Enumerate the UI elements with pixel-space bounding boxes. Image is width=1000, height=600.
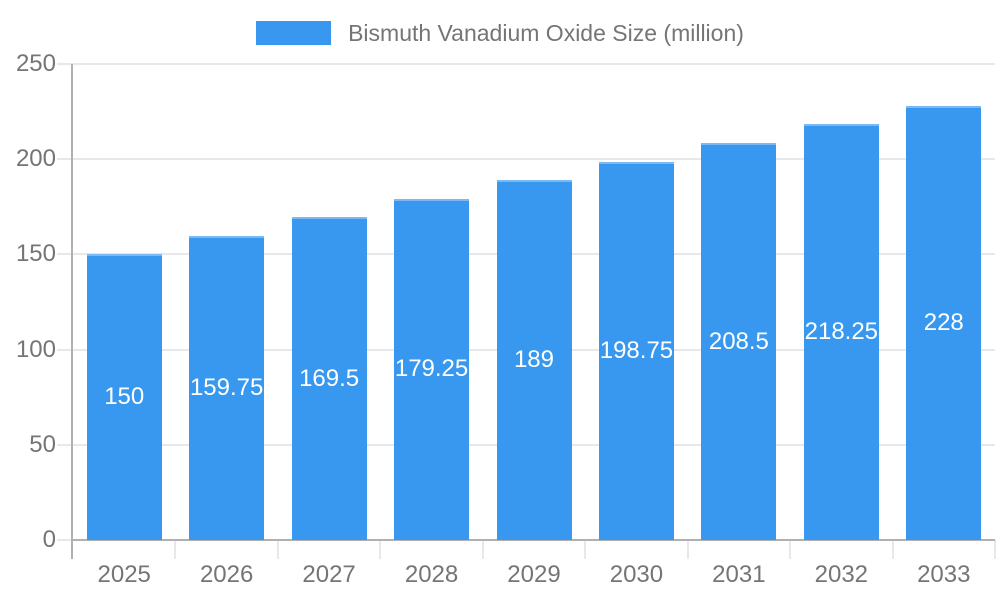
- x-axis-tick: [891, 540, 894, 559]
- y-axis-line: [71, 64, 73, 559]
- bar[interactable]: [291, 217, 367, 540]
- y-axis-tick-label: 150: [15, 240, 56, 268]
- y-axis-tick-label: 100: [15, 335, 56, 363]
- y-axis-tick: [57, 63, 73, 65]
- x-axis-label: 2033: [917, 561, 971, 588]
- gridline: [73, 158, 995, 161]
- x-axis-tick: [481, 540, 484, 559]
- bar[interactable]: [394, 198, 470, 540]
- y-axis-tick-label: 50: [29, 430, 56, 458]
- x-axis-line: [73, 539, 995, 541]
- bar-value-label: 169.5: [299, 364, 360, 392]
- x-axis-label: 2032: [814, 561, 869, 588]
- bar-value-label: 150: [104, 383, 145, 411]
- legend-swatch-icon: [256, 21, 332, 45]
- y-axis-tick: [57, 253, 73, 256]
- bar[interactable]: [906, 105, 982, 540]
- y-axis-tick-label: 200: [15, 145, 56, 173]
- x-axis-label: 2029: [507, 561, 561, 588]
- bar[interactable]: [598, 161, 674, 540]
- legend[interactable]: Bismuth Vanadium Oxide Size (million): [0, 20, 1000, 46]
- x-axis-label: 2027: [302, 561, 356, 588]
- gridline: [73, 63, 995, 65]
- bar-value-label: 189: [513, 346, 554, 374]
- y-axis-tick-label: 250: [15, 50, 56, 77]
- bar-value-label: 198.75: [599, 336, 674, 364]
- y-axis-tick: [57, 539, 73, 541]
- x-axis-label: 2030: [609, 561, 664, 588]
- bar-value-label: 218.25: [804, 318, 879, 346]
- x-axis-tick: [994, 540, 996, 559]
- x-axis-tick: [276, 540, 279, 559]
- x-axis-tick: [686, 540, 689, 559]
- bar[interactable]: [496, 180, 572, 540]
- y-axis-tick: [57, 348, 73, 351]
- legend-label: Bismuth Vanadium Oxide Size (million): [348, 19, 744, 46]
- x-axis-tick: [789, 540, 792, 559]
- bar-value-label: 208.5: [708, 327, 769, 355]
- y-axis-tick: [57, 158, 73, 161]
- x-axis-label: 2026: [199, 561, 254, 588]
- bar[interactable]: [86, 254, 162, 540]
- bar-value-label: 228: [923, 308, 964, 336]
- bar[interactable]: [701, 143, 777, 540]
- bar-value-label: 159.75: [189, 373, 264, 401]
- x-axis-label: 2028: [404, 561, 459, 588]
- bar-value-label: 179.25: [394, 355, 469, 383]
- x-axis-label: 2031: [712, 561, 766, 588]
- bar[interactable]: [803, 124, 879, 540]
- y-axis-tick-label: 0: [42, 526, 56, 553]
- x-axis-label: 2025: [97, 561, 151, 588]
- x-axis-tick: [174, 540, 177, 559]
- x-axis-tick: [584, 540, 587, 559]
- y-axis-tick: [57, 443, 73, 446]
- bar[interactable]: [189, 235, 265, 540]
- x-axis-tick: [379, 540, 382, 559]
